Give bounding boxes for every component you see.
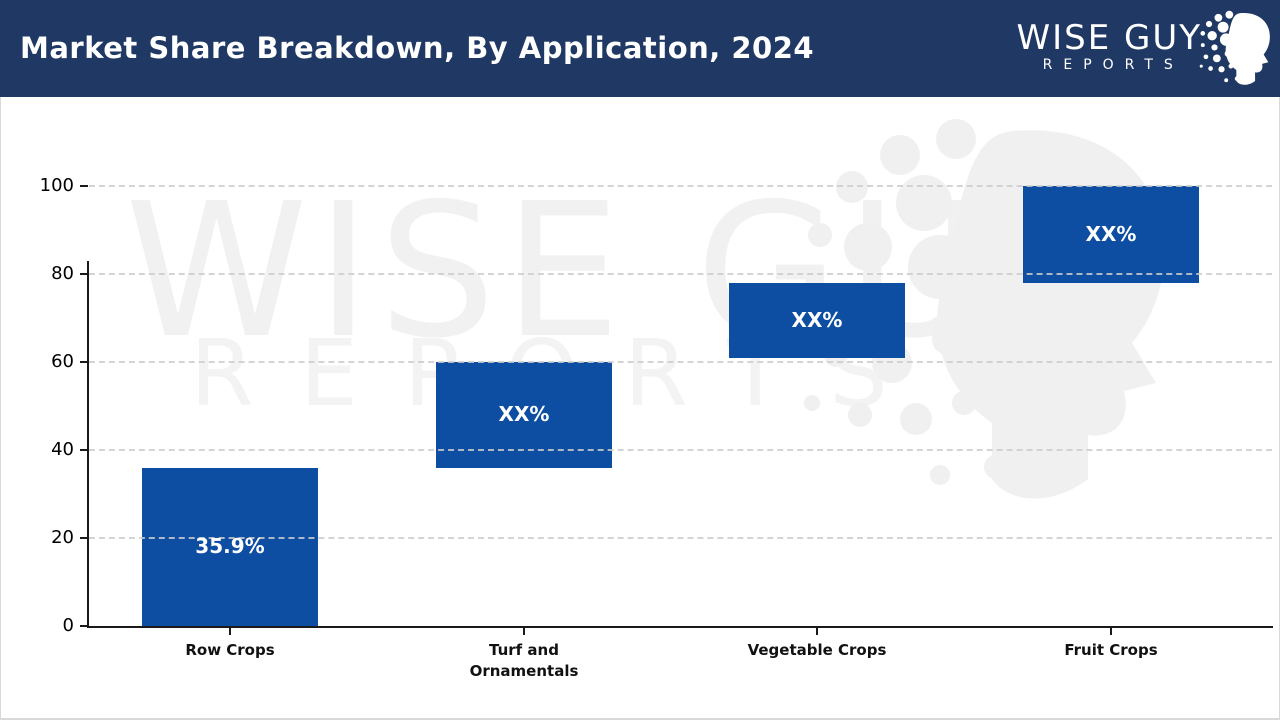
gridline-y60 [89,361,1272,363]
y-tick-label: 0 [62,615,74,636]
x-tick-mark [229,628,231,635]
bar-value-label: XX% [498,402,550,426]
x-category-label: Row Crops [185,641,275,659]
bar-segment [142,468,318,626]
y-tick-mark [80,625,88,627]
wiseguy-logo-subtitle: REPORTS [1042,57,1184,73]
y-tick-mark [80,449,88,451]
wiseguy-head-icon [1199,10,1270,85]
y-tick-mark [80,537,88,539]
x-axis-line [87,626,1273,628]
x-category-label: Fruit Crops [1064,641,1158,659]
x-category-label: Vegetable Crops [747,641,887,659]
y-tick-mark [80,273,88,275]
y-tick-mark [80,185,88,187]
y-tick-label: 60 [51,351,74,372]
bar-segment [1023,186,1199,283]
y-tick-label: 80 [51,263,74,284]
x-tick-mark [1110,628,1112,635]
gridline-y20 [89,537,1272,539]
bar-value-label: XX% [1085,222,1137,246]
x-tick-mark [523,628,525,635]
x-category-label: Turf and Ornamentals [469,641,579,680]
gridline-y40 [89,449,1272,451]
gridline-y100 [89,185,1272,187]
wiseguy-logo-text: WISE GUY REPORTS [1016,20,1202,74]
y-tick-label: 100 [39,175,74,196]
wiseguy-logo: WISE GUY REPORTS [1016,6,1274,92]
y-tick-label: 20 [51,527,74,548]
bar-value-label: 35.9% [195,534,265,559]
bar-value-label: XX% [791,307,843,332]
y-tick-mark [80,361,88,363]
y-tick-label: 40 [51,439,74,460]
header-bar: Market Share Breakdown, By Application, … [0,0,1280,97]
y-axis-line [87,261,89,628]
wiseguy-logo-wordmark: WISE GUY [1016,18,1202,58]
x-tick-mark [816,628,818,635]
bar-segment [729,282,905,358]
gridline-y80 [89,273,1272,275]
page-title: Market Share Breakdown, By Application, … [20,31,815,65]
